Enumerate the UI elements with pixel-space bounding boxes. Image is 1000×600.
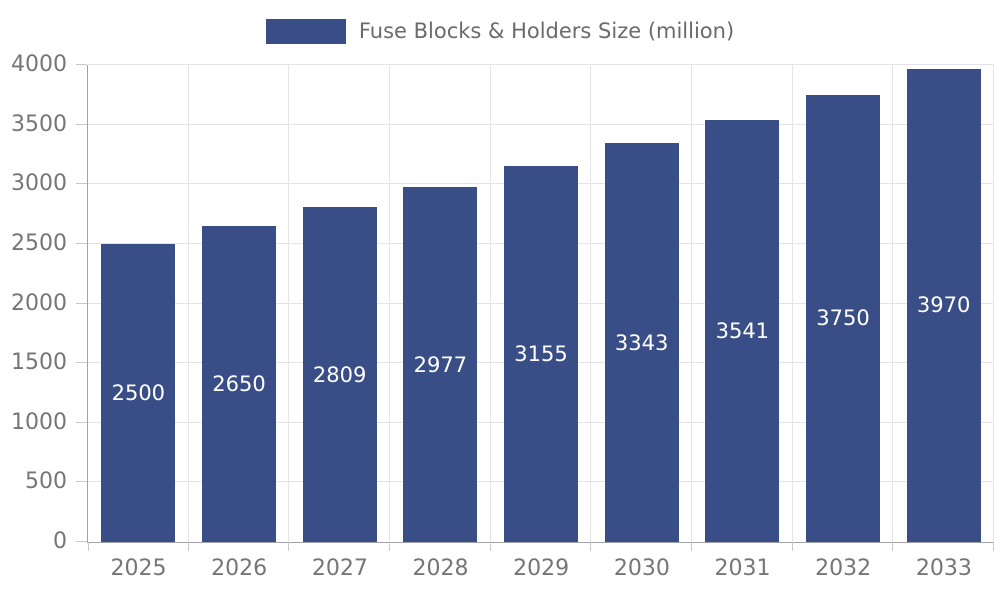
y-tick-mark	[76, 64, 87, 65]
x-tick-mark	[288, 542, 290, 551]
bar-value-label: 3970	[916, 293, 971, 318]
y-axis-tick-label: 3500	[11, 111, 67, 137]
x-tick-mark	[691, 542, 692, 551]
y-tick-mark	[76, 242, 87, 244]
bar-2029: 3155	[504, 165, 578, 542]
y-tick-mark	[76, 421, 87, 423]
legend: Fuse Blocks & Holders Size (million)	[0, 16, 1000, 46]
x-gridline	[187, 65, 189, 542]
bar-value-label: 3541	[715, 318, 770, 343]
y-axis-tick-label: 0	[53, 529, 67, 554]
x-tick-mark	[791, 542, 793, 551]
x-gridline	[892, 65, 894, 542]
y-axis-tick-label: 2500	[11, 230, 67, 256]
x-gridline	[791, 65, 793, 542]
y-axis-tick-label: 1000	[11, 409, 67, 435]
plot-area: 0 500 1000 1500 2000 2500 3000 3500 4000 2500 2025…	[11, 54, 994, 581]
bar-2026: 2650	[202, 226, 276, 542]
x-axis-tick-label: 2028	[412, 556, 469, 581]
y-gridline	[88, 64, 994, 65]
x-axis-tick-label: 2029	[513, 556, 570, 581]
legend-swatch-icon	[265, 18, 346, 44]
x-tick-mark	[187, 542, 189, 551]
x-axis-tick-label: 2025	[110, 556, 167, 581]
x-gridline	[590, 65, 592, 542]
x-axis-tick-label: 2032	[815, 556, 872, 581]
x-axis-tick-label: 2031	[714, 556, 771, 581]
y-axis-tick-label: 2000	[11, 290, 67, 316]
y-tick-mark	[76, 123, 87, 125]
bar-2028: 2977	[403, 187, 478, 542]
bar-value-label: 3750	[816, 306, 870, 331]
y-axis-tick-label: 4000	[11, 52, 67, 77]
y-tick-mark	[76, 183, 87, 185]
bar-value-label: 2650	[212, 372, 266, 396]
bar-2032: 3750	[806, 94, 880, 542]
y-tick-mark	[76, 541, 87, 542]
y-axis-tick-label: 3000	[11, 171, 67, 197]
bar-2030: 3343	[604, 143, 679, 542]
x-gridline	[691, 65, 692, 542]
bar-value-label: 2809	[312, 362, 367, 387]
y-tick-mark	[76, 362, 87, 364]
bar-value-label: 3155	[514, 341, 568, 366]
bar-value-label: 2500	[111, 380, 166, 405]
x-tick-mark	[88, 542, 89, 551]
y-axis-tick-label: 1500	[11, 350, 67, 376]
y-tick-mark	[76, 481, 87, 483]
legend-label: Fuse Blocks & Holders Size (million)	[358, 19, 735, 43]
x-axis-tick-label: 2027	[311, 556, 368, 581]
x-axis-tick-label: 2033	[915, 556, 972, 581]
x-axis-tick-label: 2026	[211, 556, 268, 581]
y-tick-mark	[76, 302, 87, 304]
x-gridline	[389, 65, 390, 542]
y-axis-tick-label: 500	[25, 469, 67, 495]
x-axis-tick-label: 2030	[613, 556, 670, 581]
x-gridline	[288, 65, 290, 542]
x-gridline	[489, 65, 491, 542]
bar-value-label: 2977	[413, 352, 468, 377]
legend-item-fuse-blocks[interactable]: Fuse Blocks & Holders Size (million)	[265, 18, 735, 44]
bar-2025: 2500	[101, 243, 176, 542]
x-tick-mark	[389, 542, 390, 551]
bar-2031: 3541	[705, 119, 780, 542]
bar-value-label: 3343	[614, 330, 669, 355]
y-gridline	[88, 123, 994, 125]
x-tick-mark	[489, 542, 491, 551]
x-tick-mark	[590, 542, 592, 551]
x-gridline	[993, 65, 994, 542]
bar-2027: 2809	[302, 207, 377, 542]
x-tick-mark	[993, 542, 994, 551]
x-tick-mark	[892, 542, 894, 551]
bar-2033: 3970	[906, 68, 981, 542]
